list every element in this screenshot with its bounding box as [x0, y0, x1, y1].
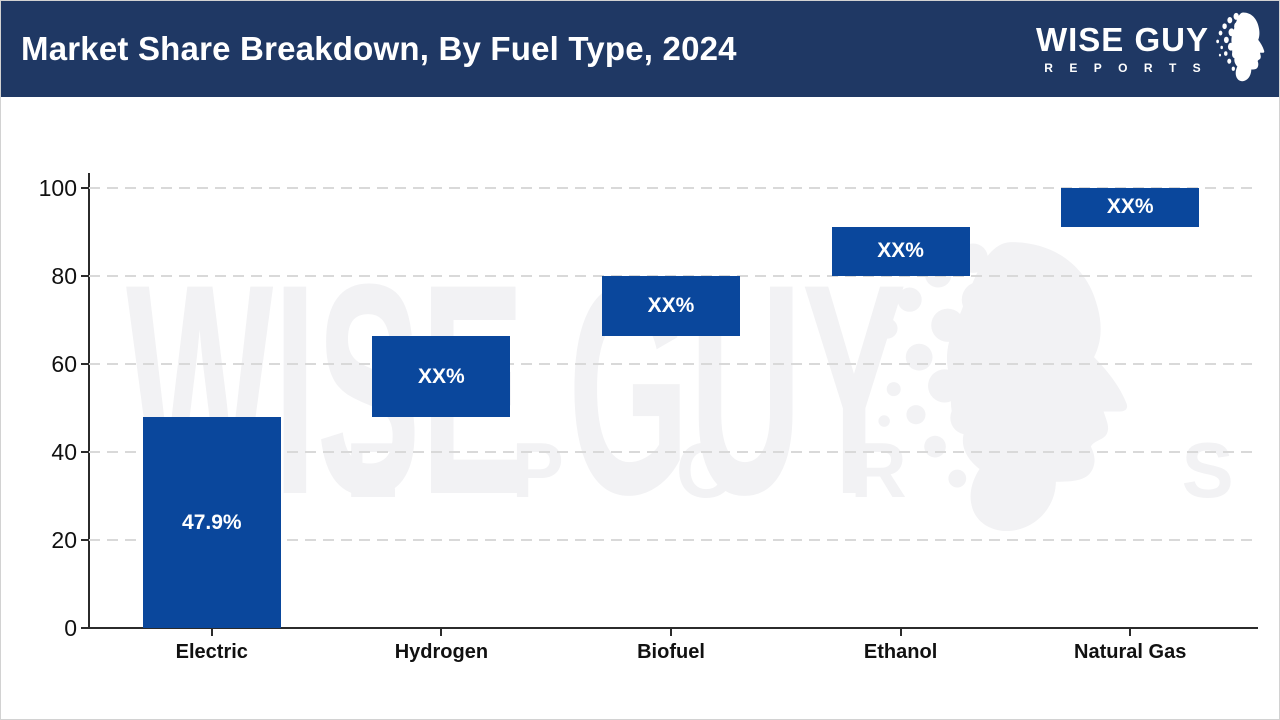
x-tick-label-1: Electric — [175, 641, 248, 663]
bar-value-label: XX% — [877, 239, 924, 263]
x-tick-mark-5 — [1129, 629, 1132, 636]
gridline-60 — [89, 363, 1257, 366]
y-tick-mark-20 — [81, 539, 89, 542]
x-tick-mark-2 — [440, 629, 443, 636]
x-tick-label-5: Natural Gas — [1074, 641, 1187, 663]
gridline-100 — [89, 187, 1257, 190]
bar-value-label: XX% — [418, 364, 465, 388]
bar-natural-gas: XX% — [1061, 188, 1200, 227]
logo-reports-label: R E P O R T S — [1044, 61, 1208, 75]
header: Market Share Breakdown, By Fuel Type, 20… — [1, 1, 1279, 97]
x-tick-label-4: Ethanol — [863, 641, 938, 663]
y-tick-mark-100 — [81, 187, 89, 190]
x-tick-mark-4 — [899, 629, 902, 636]
x-axis-line — [88, 627, 1258, 629]
bar-value-label: 47.9% — [182, 510, 242, 534]
bar-ethanol: XX% — [831, 226, 970, 276]
y-tick-label-20: 20 — [51, 526, 77, 553]
bar-electric: 47.9% — [142, 417, 281, 628]
y-tick-mark-0 — [81, 627, 89, 629]
bar-value-label: XX% — [647, 293, 695, 317]
bar-value-label: XX% — [1106, 195, 1154, 219]
y-axis-line — [88, 173, 90, 629]
logo-text: WISE GUY R E P O R T S — [1036, 23, 1209, 75]
logo-wise-guy-label: WISE GUY — [1035, 21, 1209, 58]
y-tick-mark-40 — [81, 451, 89, 454]
wise-guy-logo: WISE GUY R E P O R T S — [1036, 8, 1271, 90]
x-tick-label-3: Biofuel — [637, 641, 705, 663]
logo-face-icon — [1216, 12, 1265, 82]
bar-biofuel: XX% — [602, 275, 740, 337]
gridline-20 — [89, 539, 1257, 542]
x-tick-mark-1 — [210, 629, 213, 636]
y-tick-label-60: 60 — [51, 350, 77, 377]
bar-hydrogen: XX% — [372, 336, 511, 418]
y-tick-mark-60 — [81, 363, 89, 366]
gridline-40 — [89, 451, 1257, 454]
y-tick-label-100: 100 — [38, 174, 77, 201]
y-tick-label-40: 40 — [51, 438, 77, 465]
y-tick-label-80: 80 — [51, 262, 77, 289]
x-tick-label-2: Hydrogen — [394, 641, 489, 663]
y-tick-label-0: 0 — [64, 614, 77, 641]
y-tick-mark-80 — [81, 275, 89, 278]
page-title: Market Share Breakdown, By Fuel Type, 20… — [21, 30, 737, 67]
x-tick-mark-3 — [670, 629, 672, 636]
